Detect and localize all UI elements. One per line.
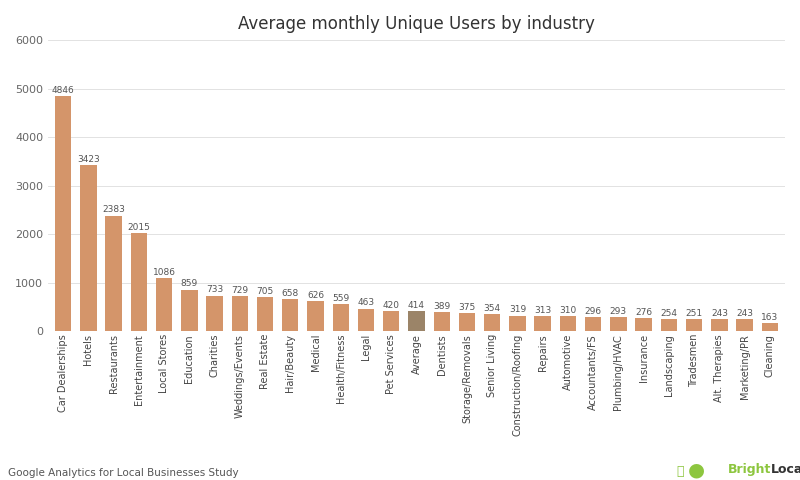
Text: 705: 705 <box>257 287 274 296</box>
Bar <box>711 319 727 331</box>
Bar <box>55 96 71 331</box>
Text: 1086: 1086 <box>153 268 175 277</box>
Bar <box>510 316 526 331</box>
Bar <box>408 311 425 331</box>
Text: 2383: 2383 <box>102 205 125 215</box>
Text: 859: 859 <box>181 279 198 288</box>
Text: 254: 254 <box>660 309 678 318</box>
Text: 243: 243 <box>711 309 728 318</box>
Bar <box>534 316 551 331</box>
Bar <box>156 278 172 331</box>
Text: 626: 626 <box>307 290 324 300</box>
Bar <box>181 289 198 331</box>
Text: 733: 733 <box>206 286 223 294</box>
Text: 729: 729 <box>231 286 248 295</box>
Bar <box>458 313 475 331</box>
Bar <box>307 301 324 331</box>
Bar <box>282 299 298 331</box>
Bar <box>610 317 626 331</box>
Text: Google Analytics for Local Businesses Study: Google Analytics for Local Businesses St… <box>8 468 238 478</box>
Text: 389: 389 <box>433 302 450 311</box>
Text: 354: 354 <box>484 304 501 313</box>
Text: 3423: 3423 <box>77 155 100 164</box>
Bar <box>106 216 122 331</box>
Text: 310: 310 <box>559 306 577 315</box>
Bar <box>434 312 450 331</box>
Bar <box>383 311 399 331</box>
Text: 276: 276 <box>635 308 652 317</box>
Text: 319: 319 <box>509 305 526 314</box>
Text: 163: 163 <box>762 313 778 322</box>
Text: ●: ● <box>687 460 705 480</box>
Bar <box>80 165 97 331</box>
Bar <box>585 317 602 331</box>
Text: 463: 463 <box>358 299 374 308</box>
Bar <box>635 318 652 331</box>
Bar <box>130 233 147 331</box>
Text: 296: 296 <box>585 307 602 316</box>
Text: 414: 414 <box>408 301 425 310</box>
Bar <box>206 296 222 331</box>
Bar <box>333 304 349 331</box>
Text: 4846: 4846 <box>52 86 74 95</box>
Bar <box>257 297 274 331</box>
Text: Local: Local <box>771 463 800 477</box>
Text: 559: 559 <box>332 294 350 303</box>
Text: Bright: Bright <box>728 463 771 477</box>
Bar <box>661 319 677 331</box>
Bar <box>484 314 501 331</box>
Text: 658: 658 <box>282 289 299 298</box>
Bar <box>232 296 248 331</box>
Title: Average monthly Unique Users by industry: Average monthly Unique Users by industry <box>238 15 595 33</box>
Bar <box>686 319 702 331</box>
Text: Ⓒ: Ⓒ <box>676 465 683 478</box>
Bar <box>762 323 778 331</box>
Text: 313: 313 <box>534 306 551 315</box>
Text: 293: 293 <box>610 307 627 316</box>
Bar <box>737 319 753 331</box>
Text: 420: 420 <box>382 300 400 310</box>
Text: 375: 375 <box>458 303 475 312</box>
Text: 243: 243 <box>736 309 753 318</box>
Bar <box>358 309 374 331</box>
Text: 2015: 2015 <box>127 223 150 232</box>
Bar <box>560 316 576 331</box>
Text: 251: 251 <box>686 309 702 318</box>
